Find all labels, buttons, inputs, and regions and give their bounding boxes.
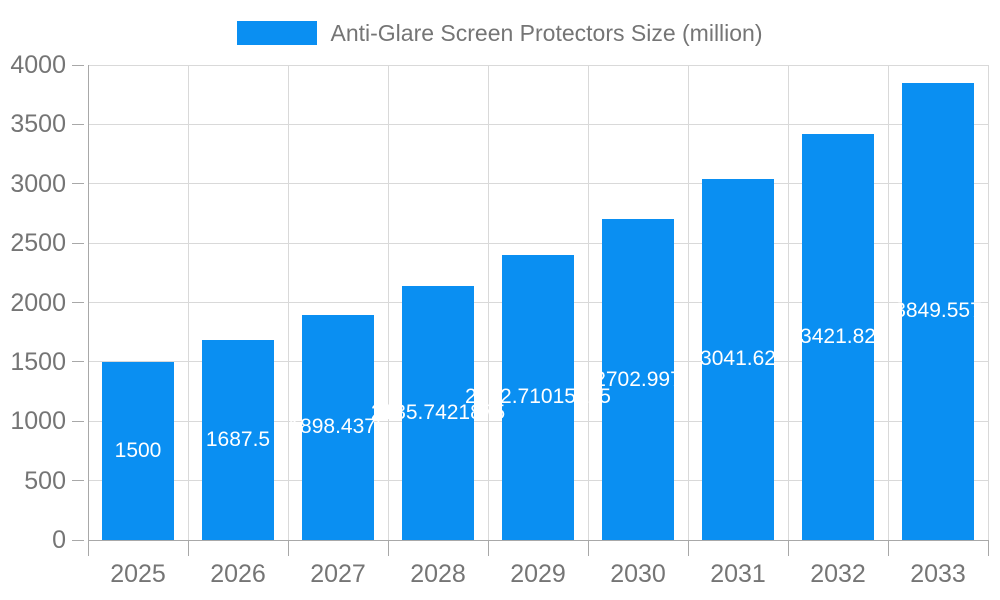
v-gridline	[987, 65, 989, 540]
x-axis-tick	[687, 540, 689, 556]
y-axis-tick	[72, 539, 84, 541]
v-gridline	[887, 65, 889, 540]
y-tick-label: 500	[24, 466, 66, 495]
bar[interactable]	[702, 178, 774, 540]
bar[interactable]	[502, 254, 574, 540]
y-tick-label: 4000	[10, 51, 66, 79]
h-gridline	[88, 123, 988, 125]
x-tick-label: 2031	[710, 560, 766, 588]
h-gridline	[88, 64, 988, 66]
x-axis-line	[88, 539, 988, 541]
x-axis-tick	[787, 540, 789, 556]
y-axis-tick	[72, 183, 84, 185]
x-tick-label: 2025	[110, 560, 166, 588]
y-tick-label: 2500	[10, 229, 66, 258]
x-tick-label: 2028	[410, 560, 466, 588]
y-tick-label: 3500	[10, 110, 66, 139]
v-gridline	[187, 65, 189, 540]
y-axis-tick	[72, 242, 84, 244]
y-axis-tick	[72, 480, 84, 482]
x-tick-label: 2032	[810, 560, 866, 588]
bar[interactable]	[902, 82, 974, 540]
legend-swatch	[237, 21, 318, 45]
bar[interactable]	[302, 314, 374, 540]
x-tick-label: 2026	[210, 560, 266, 588]
x-axis-tick	[287, 540, 289, 556]
bar[interactable]	[102, 361, 174, 540]
y-tick-label: 3000	[10, 169, 66, 198]
x-axis-tick	[487, 540, 489, 556]
y-axis-line	[87, 65, 89, 556]
v-gridline	[387, 65, 389, 540]
v-gridline	[587, 65, 589, 540]
x-tick-label: 2027	[310, 560, 366, 588]
y-tick-label: 1500	[10, 347, 66, 376]
bar[interactable]	[202, 339, 274, 540]
x-tick-label: 2030	[610, 560, 666, 588]
h-gridline	[88, 183, 988, 185]
v-gridline	[687, 65, 689, 540]
x-tick-label: 2029	[510, 560, 566, 588]
v-gridline	[487, 65, 489, 540]
bar[interactable]	[602, 219, 674, 540]
bar[interactable]	[402, 286, 474, 540]
x-axis-tick	[987, 540, 989, 556]
x-axis-tick	[187, 540, 189, 556]
y-axis-tick	[72, 420, 84, 422]
bar[interactable]	[802, 133, 874, 540]
y-tick-label: 2000	[10, 288, 66, 317]
x-axis-tick	[387, 540, 389, 556]
y-axis-tick	[72, 361, 84, 363]
y-tick-label: 1000	[10, 407, 66, 436]
y-axis-tick	[72, 64, 84, 66]
x-axis-tick	[587, 540, 589, 556]
v-gridline	[787, 65, 789, 540]
y-axis-tick	[72, 302, 84, 303]
x-tick-label: 2033	[910, 560, 966, 588]
x-axis-tick	[887, 540, 889, 556]
legend-item[interactable]: Anti-Glare Screen Protectors Size (milli…	[0, 16, 1000, 50]
y-tick-label: 0	[52, 526, 66, 554]
legend-label: Anti-Glare Screen Protectors Size (milli…	[330, 19, 763, 46]
y-axis-tick	[72, 123, 84, 125]
h-gridline	[88, 242, 988, 244]
v-gridline	[287, 65, 289, 540]
